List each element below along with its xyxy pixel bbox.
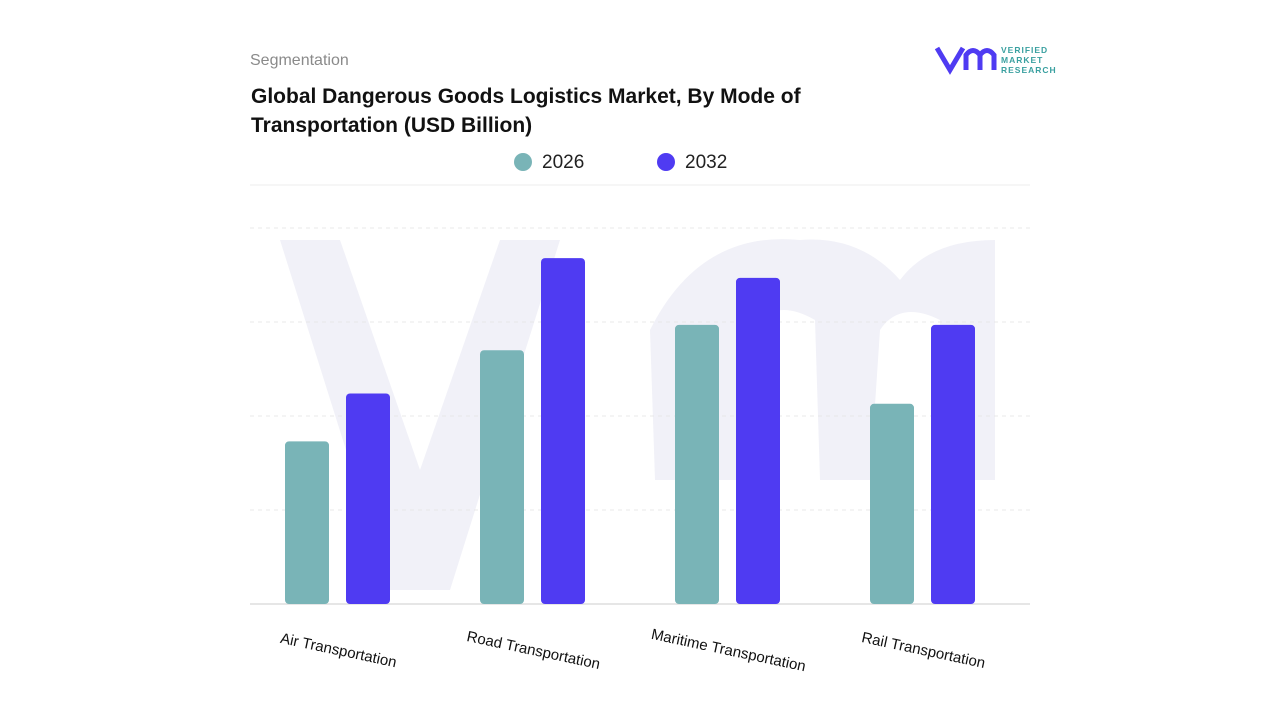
legend-swatch bbox=[514, 153, 532, 171]
x-tick-label: Air Transportation bbox=[279, 630, 398, 671]
bar bbox=[346, 393, 390, 604]
logo-text: VERIFIED bbox=[1001, 45, 1048, 55]
bar bbox=[285, 441, 329, 604]
logo-mark bbox=[934, 46, 997, 75]
logo-text: MARKET bbox=[1001, 55, 1043, 65]
x-tick-label: Road Transportation bbox=[465, 628, 601, 673]
watermark bbox=[280, 239, 995, 590]
bar bbox=[675, 324, 719, 604]
bar bbox=[931, 324, 975, 604]
x-tick-label: Rail Transportation bbox=[860, 629, 987, 672]
bar bbox=[736, 277, 780, 604]
bar bbox=[480, 350, 524, 604]
legend-label: 2026 bbox=[542, 152, 584, 173]
logo-text: RESEARCH bbox=[1001, 65, 1057, 75]
chart-title: Transportation (USD Billion) bbox=[251, 114, 532, 137]
bar bbox=[870, 403, 914, 604]
bar bbox=[541, 258, 585, 604]
chart-title: Global Dangerous Goods Logistics Market,… bbox=[251, 85, 802, 108]
section-label: Segmentation bbox=[250, 52, 349, 69]
legend-label: 2032 bbox=[685, 152, 727, 173]
legend-swatch bbox=[657, 153, 675, 171]
x-tick-label: Maritime Transportation bbox=[650, 626, 808, 675]
logo: VERIFIED MARKET RESEARCH bbox=[934, 45, 1057, 75]
